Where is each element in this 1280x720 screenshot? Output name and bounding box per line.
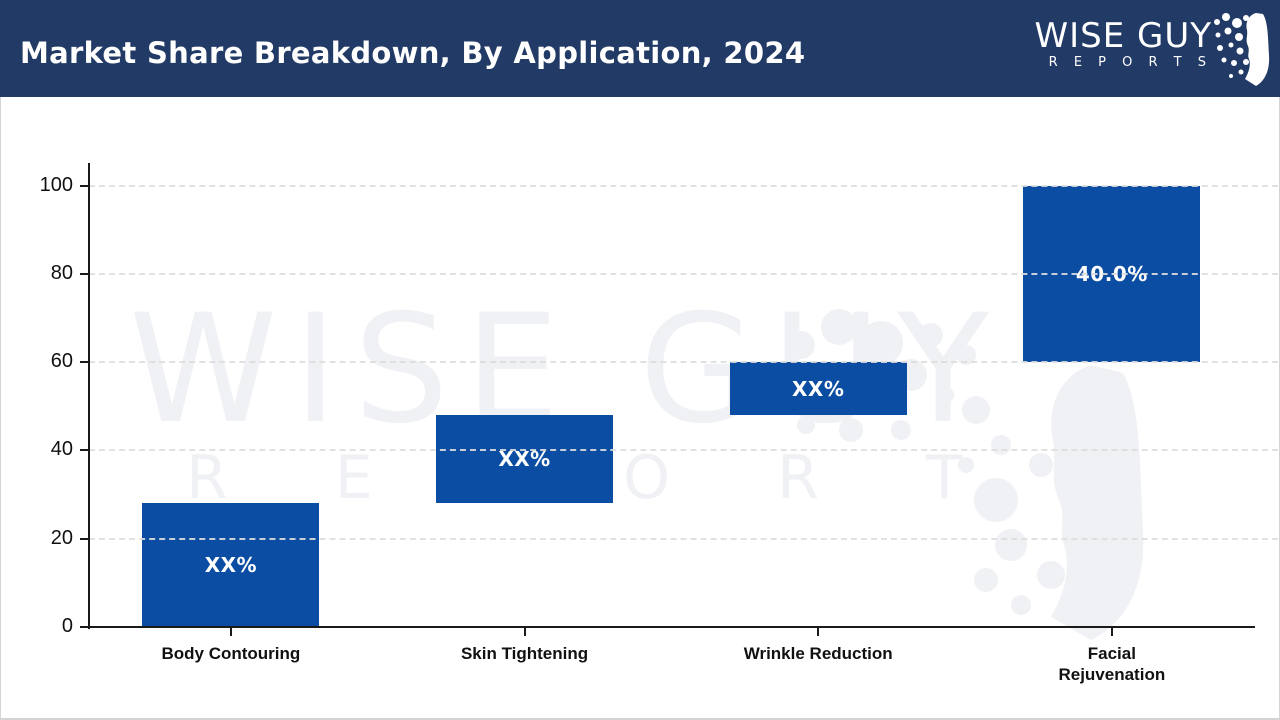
chart-canvas: WISE GUY R E P O R T S 0 20 40 60 80 100 XX% Bo…: [0, 97, 1280, 720]
y-tick-label: 40: [50, 438, 73, 461]
bar-body-contouring: XX%: [142, 503, 320, 627]
bar-wrinkle-reduction: XX%: [729, 362, 907, 416]
bar-value-label: XX%: [204, 553, 258, 578]
gridline-y-100: [89, 184, 1278, 187]
y-tick-mark: [80, 361, 88, 364]
x-category-label: Skin Tightening: [460, 644, 589, 663]
page-title: Market Share Breakdown, By Application, …: [20, 36, 806, 70]
y-tick-label: 100: [39, 173, 73, 196]
logo-face-dots-icon: [1214, 13, 1270, 86]
x-category-label: Wrinkle Reduction: [743, 644, 893, 663]
y-tick-mark: [80, 184, 88, 187]
bar-skin-tightening: XX%: [436, 415, 614, 504]
header-bar: Market Share Breakdown, By Application, …: [0, 0, 1280, 97]
y-tick-label: 20: [50, 526, 73, 549]
y-tick-label: 60: [50, 350, 73, 373]
y-tick-mark: [80, 626, 88, 628]
watermark-face-dots: [787, 309, 1144, 640]
gridline-y-20: [89, 537, 1278, 540]
x-tick-mark: [817, 628, 820, 636]
x-tick-mark: [523, 628, 526, 636]
gridline-y-40: [89, 449, 1278, 452]
x-tick-mark: [1110, 628, 1113, 636]
logo-wordmark: WISE GUY: [1034, 16, 1212, 56]
logo-subtitle: R E P O R T S: [1048, 55, 1212, 70]
y-axis-line: [88, 163, 90, 629]
y-tick-mark: [80, 272, 88, 275]
y-tick-mark: [80, 449, 88, 452]
wise-guy-reports-logo: WISE GUY R E P O R T S: [1034, 18, 1212, 72]
x-tick-mark: [229, 628, 232, 636]
x-category-label: Facial Rejuvenation: [1058, 644, 1166, 684]
gridline-y-60: [89, 361, 1278, 364]
y-tick-label: 0: [61, 615, 73, 637]
x-category-label: Body Contouring: [161, 644, 301, 663]
watermark-subtitle: R E P O R T S: [186, 443, 1152, 513]
gridline-y-80: [89, 272, 1278, 275]
y-tick-mark: [80, 537, 88, 540]
x-axis-line: [88, 626, 1255, 628]
bar-value-label: XX%: [791, 376, 845, 401]
y-tick-label: 80: [50, 261, 73, 284]
